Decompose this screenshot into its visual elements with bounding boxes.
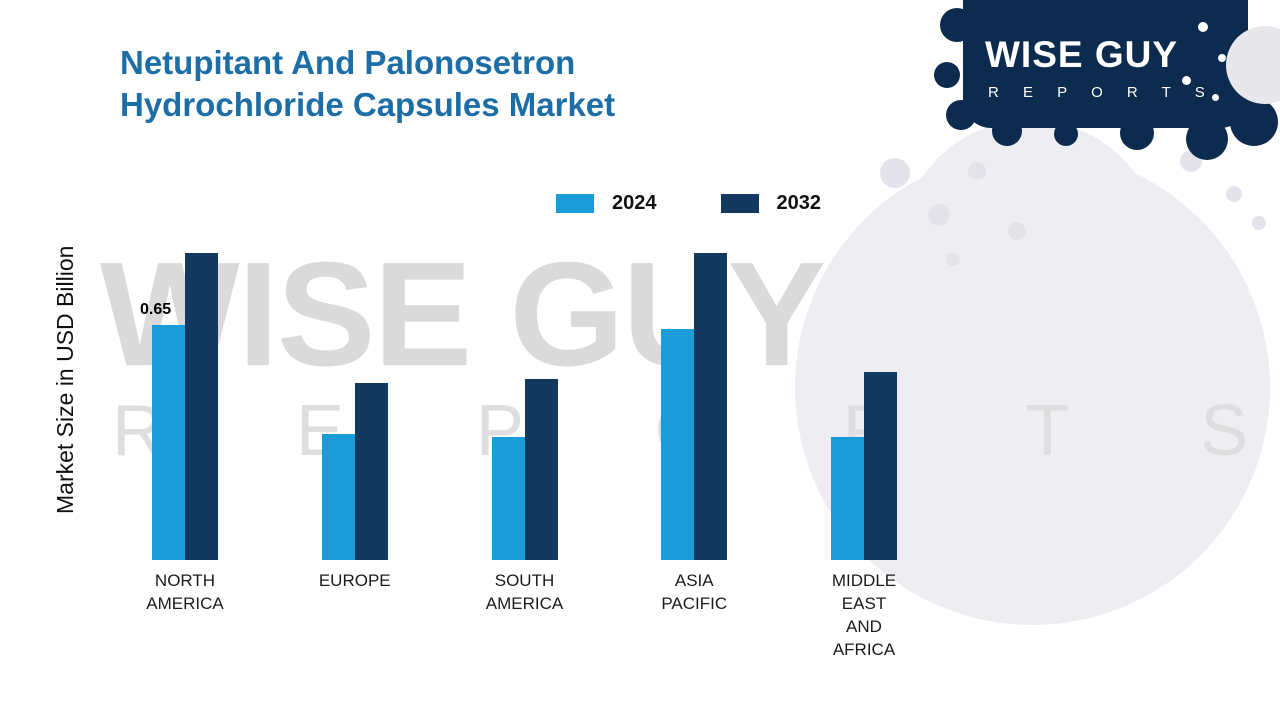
logo-container: WISE GUY R E P O R T S [963, 0, 1248, 128]
logo-dot-icon [992, 116, 1022, 146]
y-axis-label: Market Size in USD Billion [52, 245, 78, 515]
watermark-dot-icon [1180, 150, 1202, 172]
logo-dot-icon [1054, 122, 1078, 146]
watermark-dot-icon [946, 252, 960, 266]
logo-white-dot-icon [1198, 22, 1208, 32]
bar-value-label: 0.65 [140, 301, 172, 318]
legend-label-2032: 2032 [776, 192, 822, 214]
category-label: NORTH AMERICA [146, 571, 224, 613]
bar-pair [831, 372, 897, 560]
watermark-dot-icon [1226, 186, 1242, 202]
plot-area: 0.65 NORTH AMERICA EUROPE SOUTH AMERICA ASIA… [140, 235, 897, 659]
bar-pair [661, 253, 728, 560]
bar-group: EUROPE [319, 383, 391, 590]
logo-reports-text: R E P O R T S [988, 84, 1215, 101]
watermark-dot-icon [1008, 222, 1026, 240]
title-line-2: Hydrochloride Capsules Market [120, 86, 616, 124]
bar-pair [491, 379, 558, 560]
chart-legend: 2024 2032 [556, 192, 821, 215]
bar-2032-south-america [524, 379, 558, 560]
bar-2024-europe [321, 434, 355, 560]
watermark-dot-icon [1252, 216, 1266, 230]
logo-dot-icon [1244, 44, 1280, 84]
legend-swatch-2024 [556, 194, 594, 213]
bar-group: 0.65 NORTH AMERICA [140, 253, 224, 613]
logo-dot-icon [946, 100, 976, 130]
bar-2032-middle-east-and-africa [864, 372, 897, 560]
bar-2032-asia-pacific [694, 253, 728, 560]
bar-pair [152, 253, 218, 560]
legend-item-2024: 2024 [556, 192, 657, 215]
bar-2032-north-america [185, 253, 218, 560]
bar-2024-north-america [152, 325, 185, 560]
category-label: EUROPE [318, 571, 391, 590]
watermark-dot-icon [880, 158, 910, 188]
logo-dot-icon [1120, 116, 1154, 150]
category-label: MIDDLE EAST AND AFRICA [831, 571, 897, 659]
logo-white-dot-icon [1212, 94, 1219, 101]
legend-swatch-2032 [720, 194, 759, 213]
bar-2032-europe [354, 383, 388, 560]
title-line-1: Netupitant And Palonosetron [120, 44, 576, 81]
logo-dot-icon [934, 62, 960, 88]
logo-dot-icon [940, 8, 974, 42]
bar-2024-south-america [491, 437, 525, 560]
bar-2024-asia-pacific [661, 329, 695, 560]
bar-2024-middle-east-and-africa [831, 437, 864, 560]
logo-face-icon [1226, 26, 1280, 104]
category-label: ASIA PACIFIC [661, 571, 728, 613]
watermark-dot-icon [928, 204, 950, 226]
watermark-head-graphic [900, 120, 1160, 380]
logo-wiseguy-text: WISE GUY [985, 34, 1179, 75]
bar-pair [321, 383, 388, 560]
bar-group: ASIA PACIFIC [661, 253, 728, 613]
logo-dot-icon [1230, 98, 1278, 146]
category-label: SOUTH AMERICA [485, 571, 564, 613]
bar-group: SOUTH AMERICA [486, 379, 563, 613]
logo-white-dot-icon [1218, 54, 1226, 62]
chart-title: Netupitant And Palonosetron Hydrochlorid… [120, 42, 615, 126]
bar-group: MIDDLE EAST AND AFRICA [831, 372, 897, 659]
watermark-dot-icon [968, 162, 986, 180]
logo-dot-icon [1186, 118, 1228, 160]
legend-label-2024: 2024 [612, 192, 657, 214]
legend-item-2032: 2032 [720, 192, 822, 215]
logo-white-dot-icon [1182, 76, 1191, 85]
